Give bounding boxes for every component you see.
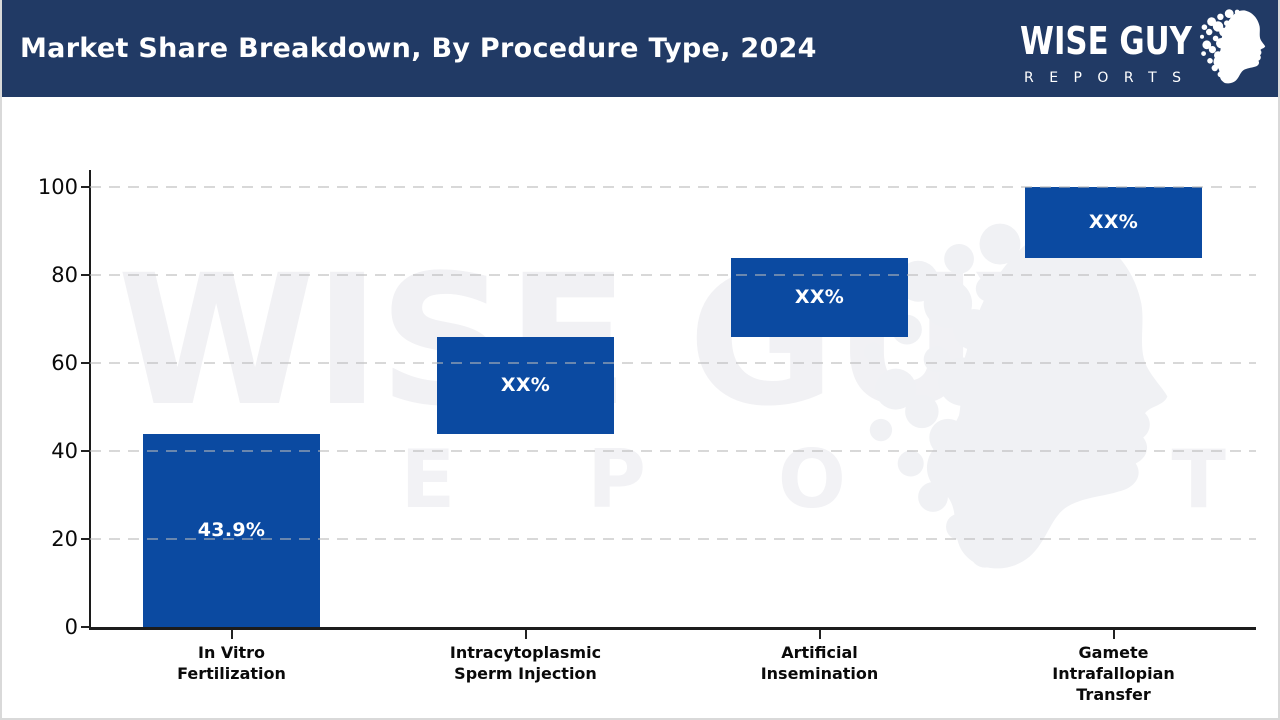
y-tick-mark xyxy=(81,626,90,628)
bar xyxy=(143,433,320,627)
x-axis-line xyxy=(89,627,1256,630)
grid-line xyxy=(90,450,1256,452)
x-tick-mark xyxy=(1112,630,1115,639)
y-tick-label: 100 xyxy=(37,175,78,199)
y-tick-mark xyxy=(81,538,90,540)
grid-line xyxy=(90,538,1256,540)
y-tick-mark xyxy=(81,362,90,364)
bar-value-label: XX% xyxy=(1088,211,1139,234)
y-tick-label: 20 xyxy=(51,527,78,551)
bar-value-label: XX% xyxy=(794,286,845,309)
x-axis-label: Intracytoplasmic Sperm Injection xyxy=(449,643,602,683)
x-tick-mark xyxy=(230,630,233,639)
bar xyxy=(1025,187,1202,258)
x-tick-mark xyxy=(818,630,821,639)
y-axis-line xyxy=(89,170,91,630)
grid-line xyxy=(90,362,1256,364)
logo-face-icon xyxy=(1200,8,1266,83)
bar-value-label: XX% xyxy=(500,374,551,397)
y-tick-label: 80 xyxy=(51,263,78,287)
x-axis-label: Gamete Intrafallopian Transfer xyxy=(1052,643,1175,704)
grid-line xyxy=(90,274,1256,276)
y-tick-mark xyxy=(81,450,90,452)
y-tick-mark xyxy=(81,274,90,276)
y-tick-label: 0 xyxy=(64,615,78,639)
page-title: Market Share Breakdown, By Procedure Typ… xyxy=(20,33,817,64)
logo-brand-text: WISE GUY xyxy=(1020,19,1192,63)
y-tick-mark xyxy=(81,186,90,188)
x-axis-label: Artificial Insemination xyxy=(760,643,879,683)
y-tick-label: 60 xyxy=(51,351,78,375)
header-bar: Market Share Breakdown, By Procedure Typ… xyxy=(2,0,1278,97)
grid-line xyxy=(90,186,1256,188)
x-tick-mark xyxy=(524,630,527,639)
bar xyxy=(437,337,614,434)
wise-guy-logo: WISE GUY REPORTS xyxy=(1020,8,1266,86)
x-axis-label: In Vitro Fertilization xyxy=(177,643,286,683)
logo-reports-text: REPORTS xyxy=(1024,70,1190,86)
y-tick-label: 40 xyxy=(51,439,78,463)
bar-value-label: 43.9% xyxy=(197,519,266,542)
bar xyxy=(731,257,908,338)
